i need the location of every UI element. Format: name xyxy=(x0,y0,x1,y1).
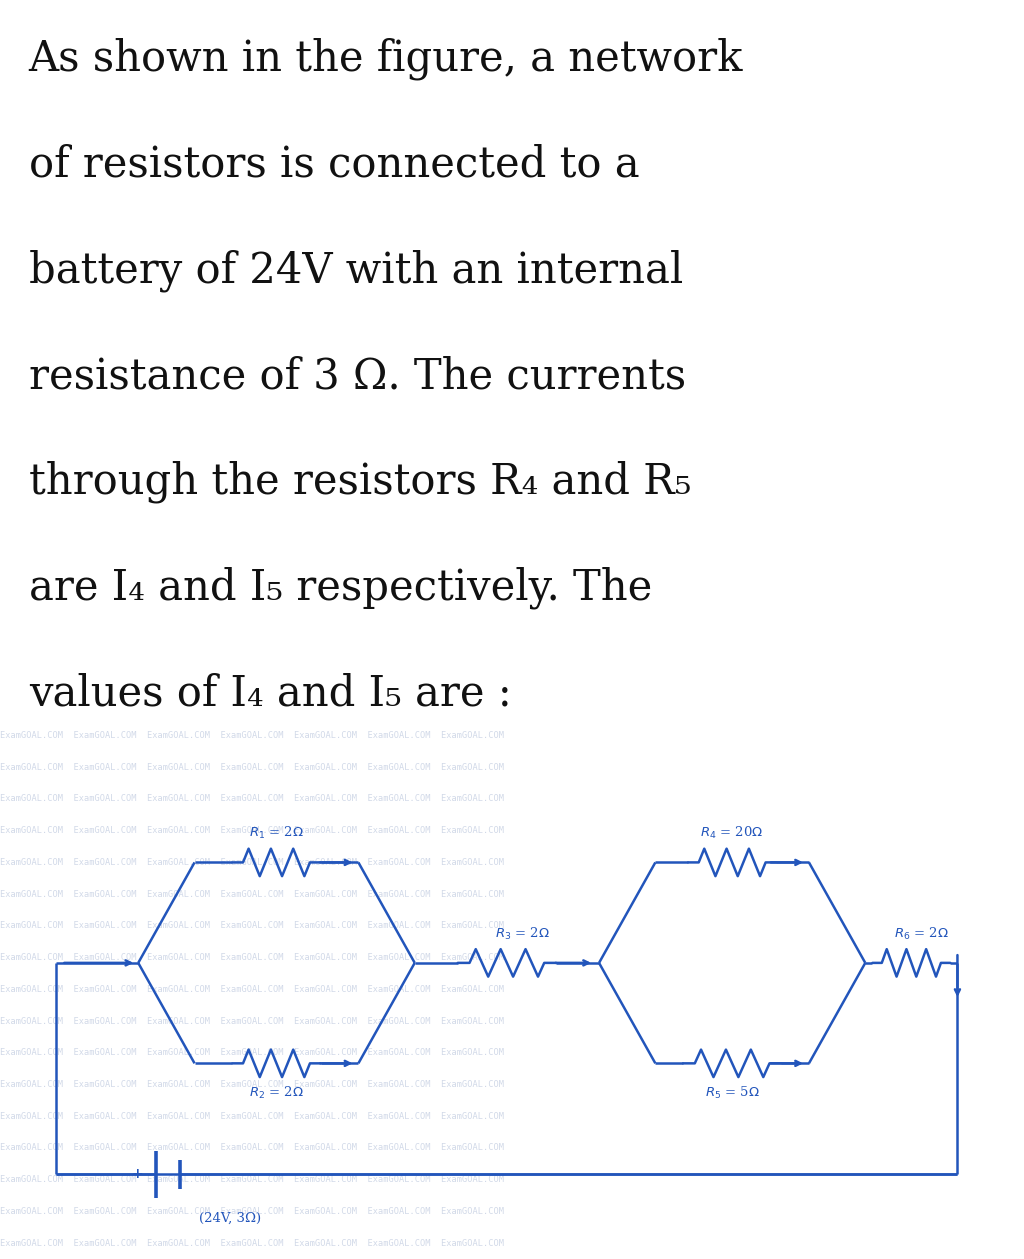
Text: $R_4$ = 20$\Omega$: $R_4$ = 20$\Omega$ xyxy=(700,825,764,841)
Text: ExamGOAL.COM  ExamGOAL.COM  ExamGOAL.COM  ExamGOAL.COM  ExamGOAL.COM  ExamGOAL.C: ExamGOAL.COM ExamGOAL.COM ExamGOAL.COM E… xyxy=(0,857,514,867)
Text: ExamGOAL.COM  ExamGOAL.COM  ExamGOAL.COM  ExamGOAL.COM  ExamGOAL.COM  ExamGOAL.C: ExamGOAL.COM ExamGOAL.COM ExamGOAL.COM E… xyxy=(0,1239,514,1248)
Text: ExamGOAL.COM  ExamGOAL.COM  ExamGOAL.COM  ExamGOAL.COM  ExamGOAL.COM  ExamGOAL.C: ExamGOAL.COM ExamGOAL.COM ExamGOAL.COM E… xyxy=(0,1143,514,1152)
Text: ExamGOAL.COM  ExamGOAL.COM  ExamGOAL.COM  ExamGOAL.COM  ExamGOAL.COM  ExamGOAL.C: ExamGOAL.COM ExamGOAL.COM ExamGOAL.COM E… xyxy=(0,1016,514,1026)
Text: ExamGOAL.COM  ExamGOAL.COM  ExamGOAL.COM  ExamGOAL.COM  ExamGOAL.COM  ExamGOAL.C: ExamGOAL.COM ExamGOAL.COM ExamGOAL.COM E… xyxy=(0,1049,514,1058)
Text: $R_1$ = 2$\Omega$: $R_1$ = 2$\Omega$ xyxy=(249,825,304,841)
Text: $R_5$ = 5$\Omega$: $R_5$ = 5$\Omega$ xyxy=(705,1084,760,1100)
Text: $R_2$ = 2$\Omega$: $R_2$ = 2$\Omega$ xyxy=(249,1084,304,1100)
Text: As shown in the figure, a network: As shown in the figure, a network xyxy=(29,38,743,81)
Text: through the resistors R₄ and R₅: through the resistors R₄ and R₅ xyxy=(29,461,691,504)
Text: are I₄ and I₅ respectively. The: are I₄ and I₅ respectively. The xyxy=(29,567,652,609)
Text: (24V, 3Ω): (24V, 3Ω) xyxy=(200,1211,261,1225)
Text: values of I₄ and I₅ are :: values of I₄ and I₅ are : xyxy=(29,672,511,714)
Text: $R_6$ = 2$\Omega$: $R_6$ = 2$\Omega$ xyxy=(894,925,949,942)
Text: ExamGOAL.COM  ExamGOAL.COM  ExamGOAL.COM  ExamGOAL.COM  ExamGOAL.COM  ExamGOAL.C: ExamGOAL.COM ExamGOAL.COM ExamGOAL.COM E… xyxy=(0,826,514,835)
Text: battery of 24V with an internal: battery of 24V with an internal xyxy=(29,249,683,292)
Text: ExamGOAL.COM  ExamGOAL.COM  ExamGOAL.COM  ExamGOAL.COM  ExamGOAL.COM  ExamGOAL.C: ExamGOAL.COM ExamGOAL.COM ExamGOAL.COM E… xyxy=(0,1175,514,1185)
Text: ExamGOAL.COM  ExamGOAL.COM  ExamGOAL.COM  ExamGOAL.COM  ExamGOAL.COM  ExamGOAL.C: ExamGOAL.COM ExamGOAL.COM ExamGOAL.COM E… xyxy=(0,731,514,740)
Text: of resistors is connected to a: of resistors is connected to a xyxy=(29,144,639,185)
Text: ExamGOAL.COM  ExamGOAL.COM  ExamGOAL.COM  ExamGOAL.COM  ExamGOAL.COM  ExamGOAL.C: ExamGOAL.COM ExamGOAL.COM ExamGOAL.COM E… xyxy=(0,953,514,962)
Text: $R_3$ = 2$\Omega$: $R_3$ = 2$\Omega$ xyxy=(495,925,550,942)
Text: ExamGOAL.COM  ExamGOAL.COM  ExamGOAL.COM  ExamGOAL.COM  ExamGOAL.COM  ExamGOAL.C: ExamGOAL.COM ExamGOAL.COM ExamGOAL.COM E… xyxy=(0,1207,514,1216)
Text: ExamGOAL.COM  ExamGOAL.COM  ExamGOAL.COM  ExamGOAL.COM  ExamGOAL.COM  ExamGOAL.C: ExamGOAL.COM ExamGOAL.COM ExamGOAL.COM E… xyxy=(0,1080,514,1089)
Text: +: + xyxy=(131,1167,143,1181)
Text: ExamGOAL.COM  ExamGOAL.COM  ExamGOAL.COM  ExamGOAL.COM  ExamGOAL.COM  ExamGOAL.C: ExamGOAL.COM ExamGOAL.COM ExamGOAL.COM E… xyxy=(0,794,514,803)
Text: ExamGOAL.COM  ExamGOAL.COM  ExamGOAL.COM  ExamGOAL.COM  ExamGOAL.COM  ExamGOAL.C: ExamGOAL.COM ExamGOAL.COM ExamGOAL.COM E… xyxy=(0,922,514,930)
Text: ExamGOAL.COM  ExamGOAL.COM  ExamGOAL.COM  ExamGOAL.COM  ExamGOAL.COM  ExamGOAL.C: ExamGOAL.COM ExamGOAL.COM ExamGOAL.COM E… xyxy=(0,890,514,899)
Text: ExamGOAL.COM  ExamGOAL.COM  ExamGOAL.COM  ExamGOAL.COM  ExamGOAL.COM  ExamGOAL.C: ExamGOAL.COM ExamGOAL.COM ExamGOAL.COM E… xyxy=(0,763,514,772)
Text: ExamGOAL.COM  ExamGOAL.COM  ExamGOAL.COM  ExamGOAL.COM  ExamGOAL.COM  ExamGOAL.C: ExamGOAL.COM ExamGOAL.COM ExamGOAL.COM E… xyxy=(0,1112,514,1121)
Text: ExamGOAL.COM  ExamGOAL.COM  ExamGOAL.COM  ExamGOAL.COM  ExamGOAL.COM  ExamGOAL.C: ExamGOAL.COM ExamGOAL.COM ExamGOAL.COM E… xyxy=(0,985,514,993)
Text: resistance of 3 Ω. The currents: resistance of 3 Ω. The currents xyxy=(29,355,686,397)
